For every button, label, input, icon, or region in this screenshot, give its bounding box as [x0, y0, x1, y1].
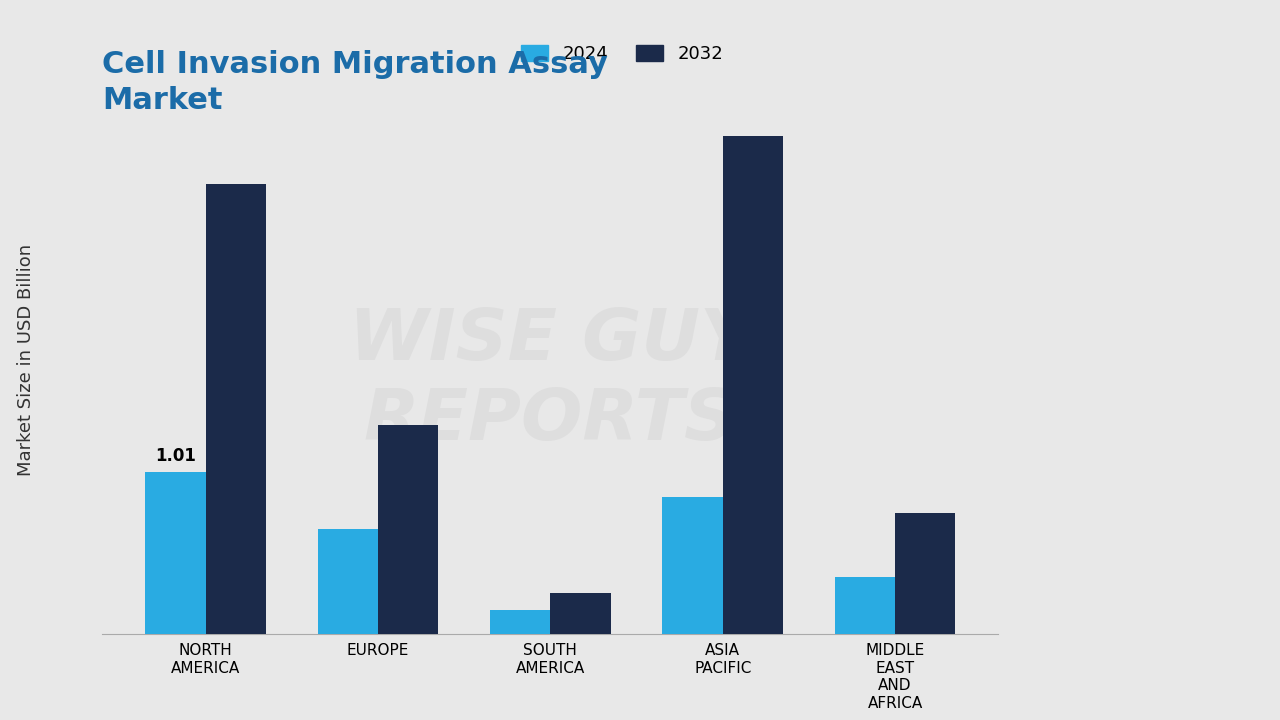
Bar — [723, 136, 783, 634]
Text: 1.01: 1.01 — [155, 447, 196, 465]
Bar — [835, 577, 895, 634]
Text: WISE GUY
REPORTS: WISE GUY REPORTS — [348, 307, 753, 455]
Bar — [146, 472, 206, 634]
Bar — [663, 498, 723, 634]
Bar — [378, 425, 438, 634]
Bar — [206, 184, 266, 634]
Bar — [895, 513, 955, 634]
Bar — [490, 610, 550, 634]
Bar — [550, 593, 611, 634]
Bar — [317, 529, 378, 634]
Text: Cell Invasion Migration Assay
Market: Cell Invasion Migration Assay Market — [102, 50, 608, 115]
Text: Market Size in USD Billion: Market Size in USD Billion — [17, 244, 35, 476]
Legend: 2024, 2032: 2024, 2032 — [512, 36, 732, 73]
